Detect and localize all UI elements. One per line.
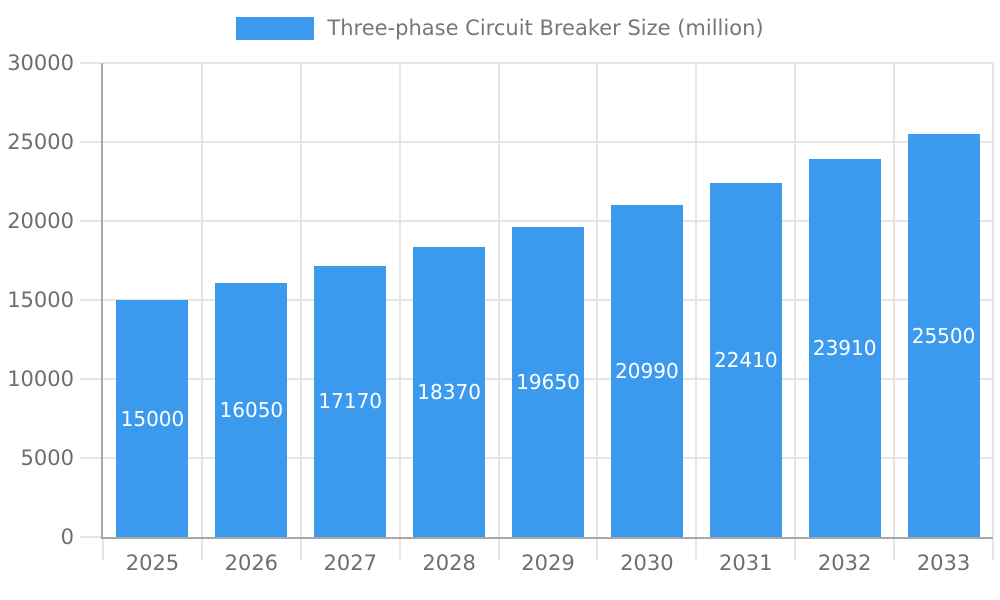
x-gridline (497, 63, 500, 537)
bar[interactable]: 20990 (610, 205, 683, 537)
x-axis-tick (497, 539, 500, 560)
bar[interactable]: 18370 (413, 246, 486, 537)
bar-value-label: 18370 (417, 379, 481, 404)
legend-label: Three-phase Circuit Breaker Size (millio… (327, 16, 764, 40)
y-axis-tick (80, 378, 101, 380)
x-axis-tick (893, 539, 896, 560)
x-axis-tick-label: 2029 (521, 551, 575, 575)
y-axis-tick (80, 299, 101, 301)
bar-value-label: 19650 (516, 369, 580, 394)
y-axis-tick-label: 25000 (7, 130, 74, 154)
x-gridline (398, 63, 401, 537)
y-axis-tick-label: 5000 (20, 446, 74, 470)
y-axis-tick (80, 220, 101, 222)
x-axis-tick (794, 539, 797, 560)
x-axis-tick (398, 539, 401, 560)
x-axis-tick-label: 2025 (125, 551, 180, 575)
bar[interactable]: 19650 (512, 226, 584, 537)
bar[interactable]: 15000 (116, 300, 189, 537)
bar-value-label: 25500 (911, 323, 976, 348)
x-gridline (992, 63, 994, 537)
x-gridline (596, 63, 599, 537)
x-axis-tick (200, 539, 203, 560)
y-axis-tick-label: 30000 (7, 51, 74, 75)
y-axis-tick (80, 141, 101, 143)
bar[interactable]: 25500 (907, 134, 980, 537)
x-gridline (794, 63, 797, 537)
y-axis-tick-label: 15000 (7, 288, 74, 312)
x-gridline (695, 63, 698, 537)
x-axis-tick (596, 539, 599, 560)
y-gridline (103, 141, 993, 143)
bar[interactable]: 23910 (808, 159, 881, 537)
bar-value-label: 22410 (713, 347, 778, 372)
bar-value-label: 15000 (120, 406, 185, 431)
x-gridline (299, 63, 302, 537)
y-axis-tick-label: 20000 (7, 209, 74, 233)
x-gridline (200, 63, 203, 537)
x-axis-tick (299, 539, 302, 560)
bar[interactable]: 22410 (709, 182, 782, 537)
x-axis-tick-label: 2032 (817, 551, 872, 575)
bar[interactable]: 17170 (314, 265, 387, 537)
bar-value-label: 16050 (219, 398, 284, 423)
x-axis-tick-label: 2030 (620, 551, 674, 575)
x-axis-tick-label: 2027 (323, 551, 377, 575)
x-axis-tick (992, 539, 994, 560)
legend[interactable]: Three-phase Circuit Breaker Size (millio… (0, 16, 1000, 40)
x-axis-tick-label: 2028 (422, 551, 476, 575)
y-axis-tick (80, 536, 101, 538)
x-axis-tick (695, 539, 698, 560)
bar[interactable]: 16050 (215, 283, 288, 537)
bar-value-label: 17170 (318, 389, 383, 414)
x-axis-tick-label: 2031 (719, 551, 773, 575)
x-axis-tick-label: 2026 (224, 551, 279, 575)
x-gridline (893, 63, 896, 537)
y-gridline (103, 220, 993, 222)
y-gridline (103, 62, 993, 64)
bar-value-label: 23910 (812, 336, 877, 361)
x-axis-tick (102, 539, 104, 560)
y-axis-tick-label: 10000 (7, 367, 74, 391)
x-axis-tick-label: 2033 (916, 551, 971, 575)
y-axis-tick-label: 0 (60, 525, 74, 549)
bar-value-label: 20990 (615, 359, 679, 384)
y-axis-tick (80, 457, 101, 459)
plot-area: 0 5000 10000 15000 20000 25000 30000 15000 2025 1… (7, 51, 994, 575)
legend-swatch (236, 16, 315, 40)
y-axis-tick (80, 62, 101, 64)
